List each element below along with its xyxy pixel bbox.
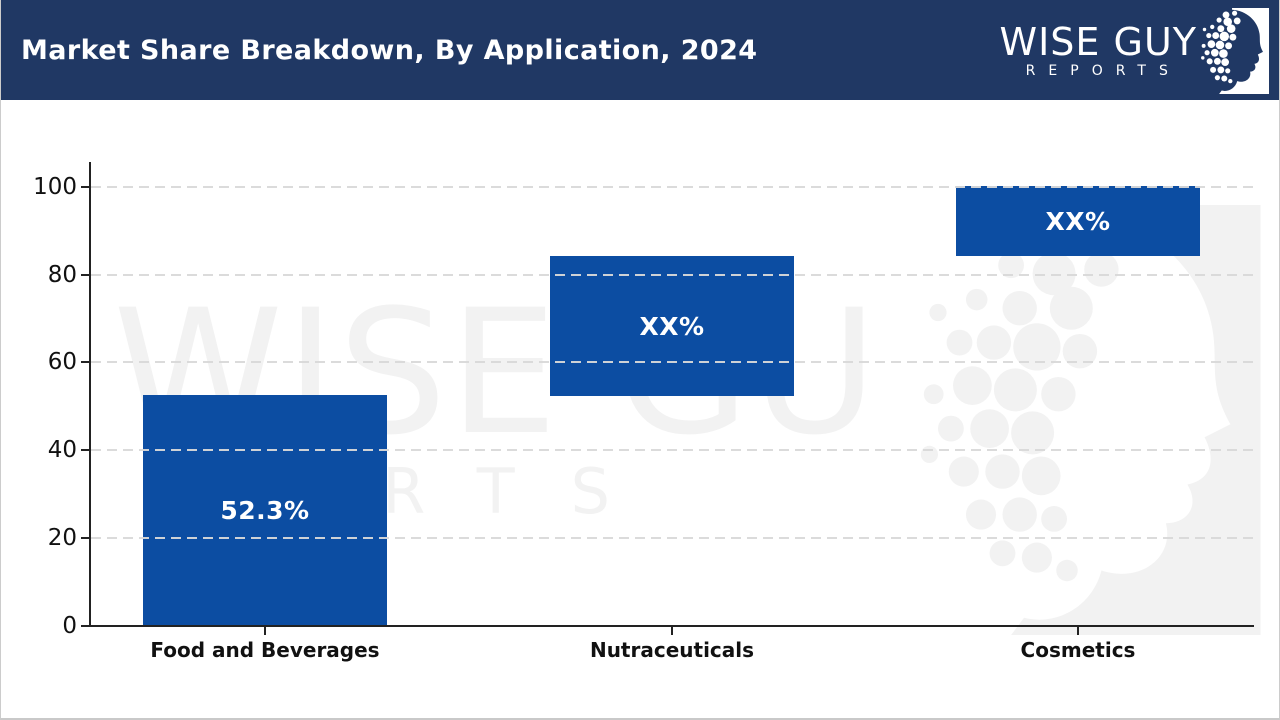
x-tick: [1077, 627, 1079, 635]
gridline-20: [91, 537, 1254, 539]
wise-guy-reports-logo: WISE GUY REPORTS: [1000, 7, 1269, 95]
x-axis-spine: [89, 625, 1254, 627]
watermark-face-icon: [823, 205, 1268, 635]
x-category-label: Food and Beverages: [150, 638, 380, 662]
gridline-100: [91, 186, 1254, 188]
y-tick: [81, 625, 89, 627]
y-axis-spine: [89, 162, 91, 627]
y-tick-label: 80: [47, 262, 77, 288]
logo-wordmark-line2: REPORTS: [1025, 63, 1181, 80]
x-category-label: Nutraceuticals: [589, 638, 755, 662]
x-tick: [671, 627, 673, 635]
gridline-40: [91, 449, 1254, 451]
gridline-80: [91, 274, 1254, 276]
y-tick: [81, 449, 89, 451]
y-tick-label: 100: [33, 174, 77, 200]
bar-value-label: 52.3%: [220, 496, 310, 525]
gridline-60: [91, 361, 1254, 363]
y-tick: [81, 361, 89, 363]
y-tick-label: 40: [47, 437, 77, 463]
y-tick-label: 0: [62, 613, 77, 639]
x-tick: [264, 627, 266, 635]
y-tick: [81, 537, 89, 539]
y-tick: [81, 274, 89, 276]
bar-cosmetics: XX%: [956, 186, 1200, 256]
y-tick-label: 20: [47, 525, 77, 551]
y-tick-label: 60: [47, 349, 77, 375]
page-title: Market Share Breakdown, By Application, …: [21, 34, 758, 66]
bar-value-label: XX%: [1045, 206, 1111, 236]
bar-nutraceuticals: XX%: [550, 256, 794, 396]
logo-wordmark: WISE GUY REPORTS: [999, 19, 1197, 80]
x-category-label: Cosmetics: [1020, 638, 1136, 662]
header-bar: Market Share Breakdown, By Application, …: [1, 0, 1279, 100]
bar-value-label: XX%: [639, 311, 705, 341]
y-tick: [81, 186, 89, 188]
logo-wordmark-line1: WISE GUY: [999, 19, 1197, 64]
bar-food-and-beverages: 52.3%: [143, 395, 387, 626]
